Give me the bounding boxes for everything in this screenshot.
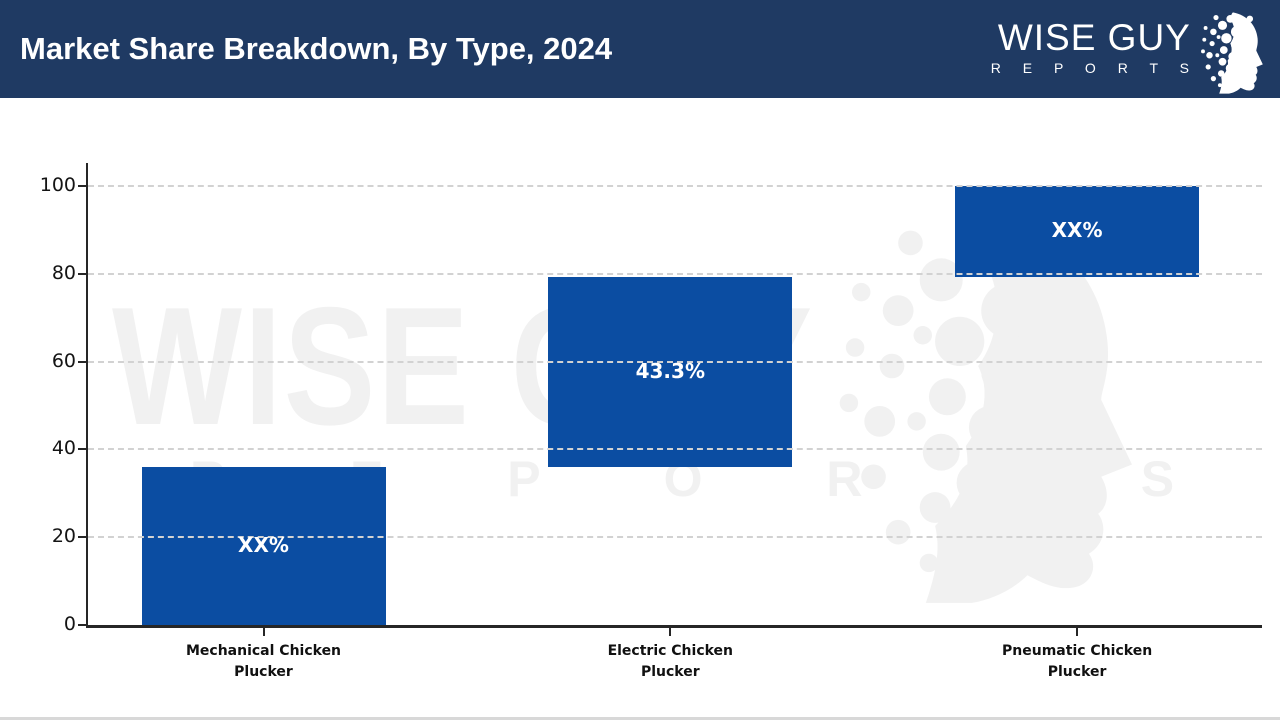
y-tick-mark [78, 272, 86, 275]
bar-segment [548, 276, 793, 467]
y-gridline [88, 360, 1262, 363]
y-tick-mark [78, 536, 86, 539]
y-tick-label: 80 [51, 261, 76, 284]
bar-segment [141, 466, 386, 625]
logo-face-icon [1201, 12, 1263, 94]
y-gridline [88, 272, 1262, 275]
bottom-edge-line [0, 717, 1280, 720]
y-tick-label: 0 [63, 613, 76, 635]
y-tick-mark [78, 185, 86, 187]
chart-area: WISE GUY R E P O R T S 0 20 40 60 80 100 XX% 43… [0, 98, 1280, 717]
x-tick-mark [262, 627, 265, 636]
logo-text: WISE GUY R E P O R T S [990, 17, 1198, 77]
x-tick-mark [1076, 627, 1079, 636]
logo-subtext: R E P O R T S [990, 60, 1198, 76]
y-tick-mark [78, 624, 86, 626]
x-category-label: Mechanical Chicken Plucker [185, 643, 342, 680]
y-axis-spine [86, 163, 88, 627]
page-title: Market Share Breakdown, By Type, 2024 [20, 31, 613, 66]
y-tick-mark [78, 448, 86, 451]
header-bar: Market Share Breakdown, By Type, 2024 WI… [0, 0, 1280, 98]
bar-value-label: XX% [238, 532, 289, 557]
x-category-label: Electric Chicken Plucker [607, 643, 734, 680]
wise-guy-logo: WISE GUY R E P O R T S [991, 4, 1270, 94]
y-gridline [88, 185, 1262, 187]
y-tick-label: 20 [51, 525, 76, 548]
bar-value-label: XX% [1051, 218, 1103, 243]
x-axis-spine [86, 625, 1262, 628]
y-tick-label: 100 [39, 174, 76, 196]
x-tick-mark [669, 627, 672, 636]
bar-value-label: 43.3% [635, 358, 705, 383]
y-gridline [88, 536, 1262, 539]
logo-wordmark: WISE GUY [997, 17, 1191, 58]
y-tick-mark [78, 360, 86, 363]
y-gridline [88, 448, 1262, 451]
y-tick-label: 60 [51, 349, 76, 372]
x-category-label: Pneumatic Chicken Plucker [1002, 643, 1153, 680]
y-tick-label: 40 [51, 437, 76, 460]
